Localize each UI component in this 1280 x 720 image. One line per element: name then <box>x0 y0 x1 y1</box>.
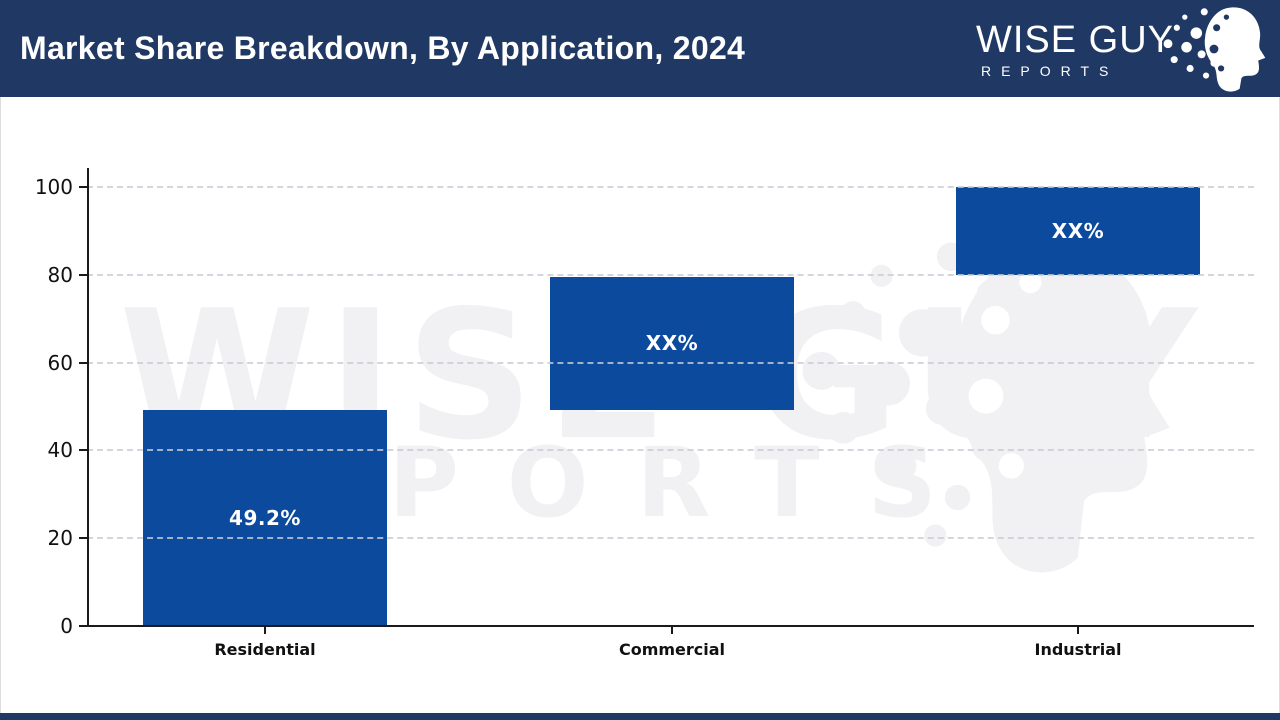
footer-bar <box>0 713 1280 720</box>
y-tick-80 <box>79 273 87 276</box>
x-axis-line <box>87 625 1254 627</box>
y-tick-60 <box>79 361 87 364</box>
x-tick-label-residential: Residential <box>214 640 316 659</box>
y-tick-label-0: 0 <box>60 614 73 638</box>
bars-layer: 49.2% XX% XX% <box>1 97 1280 714</box>
labels-layer: 0 20 40 60 80 100 Residential Commercial Industr… <box>1 97 1280 714</box>
brand-logo: WISE GUY REPORTS <box>976 4 1268 94</box>
brand-subtitle: REPORTS <box>980 62 1119 79</box>
axes-layer <box>1 97 1280 714</box>
x-tick-residential <box>264 627 266 634</box>
bar-value-label: XX% <box>645 331 699 356</box>
bar-commercial: XX% <box>550 276 794 410</box>
brand-head-icon <box>1163 7 1266 92</box>
y-tick-100 <box>79 186 87 188</box>
x-tick-industrial <box>1077 627 1079 634</box>
y-tick-40 <box>79 449 87 452</box>
y-tick-20 <box>79 537 87 540</box>
header-bar: Market Share Breakdown, By Application, … <box>0 0 1280 97</box>
x-tick-label-commercial: Commercial <box>618 640 726 659</box>
y-tick-label-40: 40 <box>47 438 73 463</box>
brand-name: WISE GUY <box>975 18 1174 61</box>
x-tick-commercial <box>671 627 673 634</box>
y-tick-label-80: 80 <box>47 262 73 287</box>
x-tick-label-industrial: Industrial <box>1034 640 1122 659</box>
chart-title: Market Share Breakdown, By Application, … <box>20 30 746 66</box>
y-tick-0 <box>79 625 87 627</box>
bar-residential: 49.2% <box>143 410 387 626</box>
bar-value-label: XX% <box>1051 219 1105 244</box>
plot-area: WISE GUY REPORTS 49.2% XX% XX% <box>0 97 1280 714</box>
y-tick-label-100: 100 <box>34 175 73 199</box>
y-tick-label-20: 20 <box>47 526 73 551</box>
brand-text: WISE GUY REPORTS <box>976 20 1174 79</box>
y-axis-line <box>87 168 89 627</box>
bar-value-label: 49.2% <box>229 505 301 530</box>
y-tick-label-60: 60 <box>47 350 73 375</box>
